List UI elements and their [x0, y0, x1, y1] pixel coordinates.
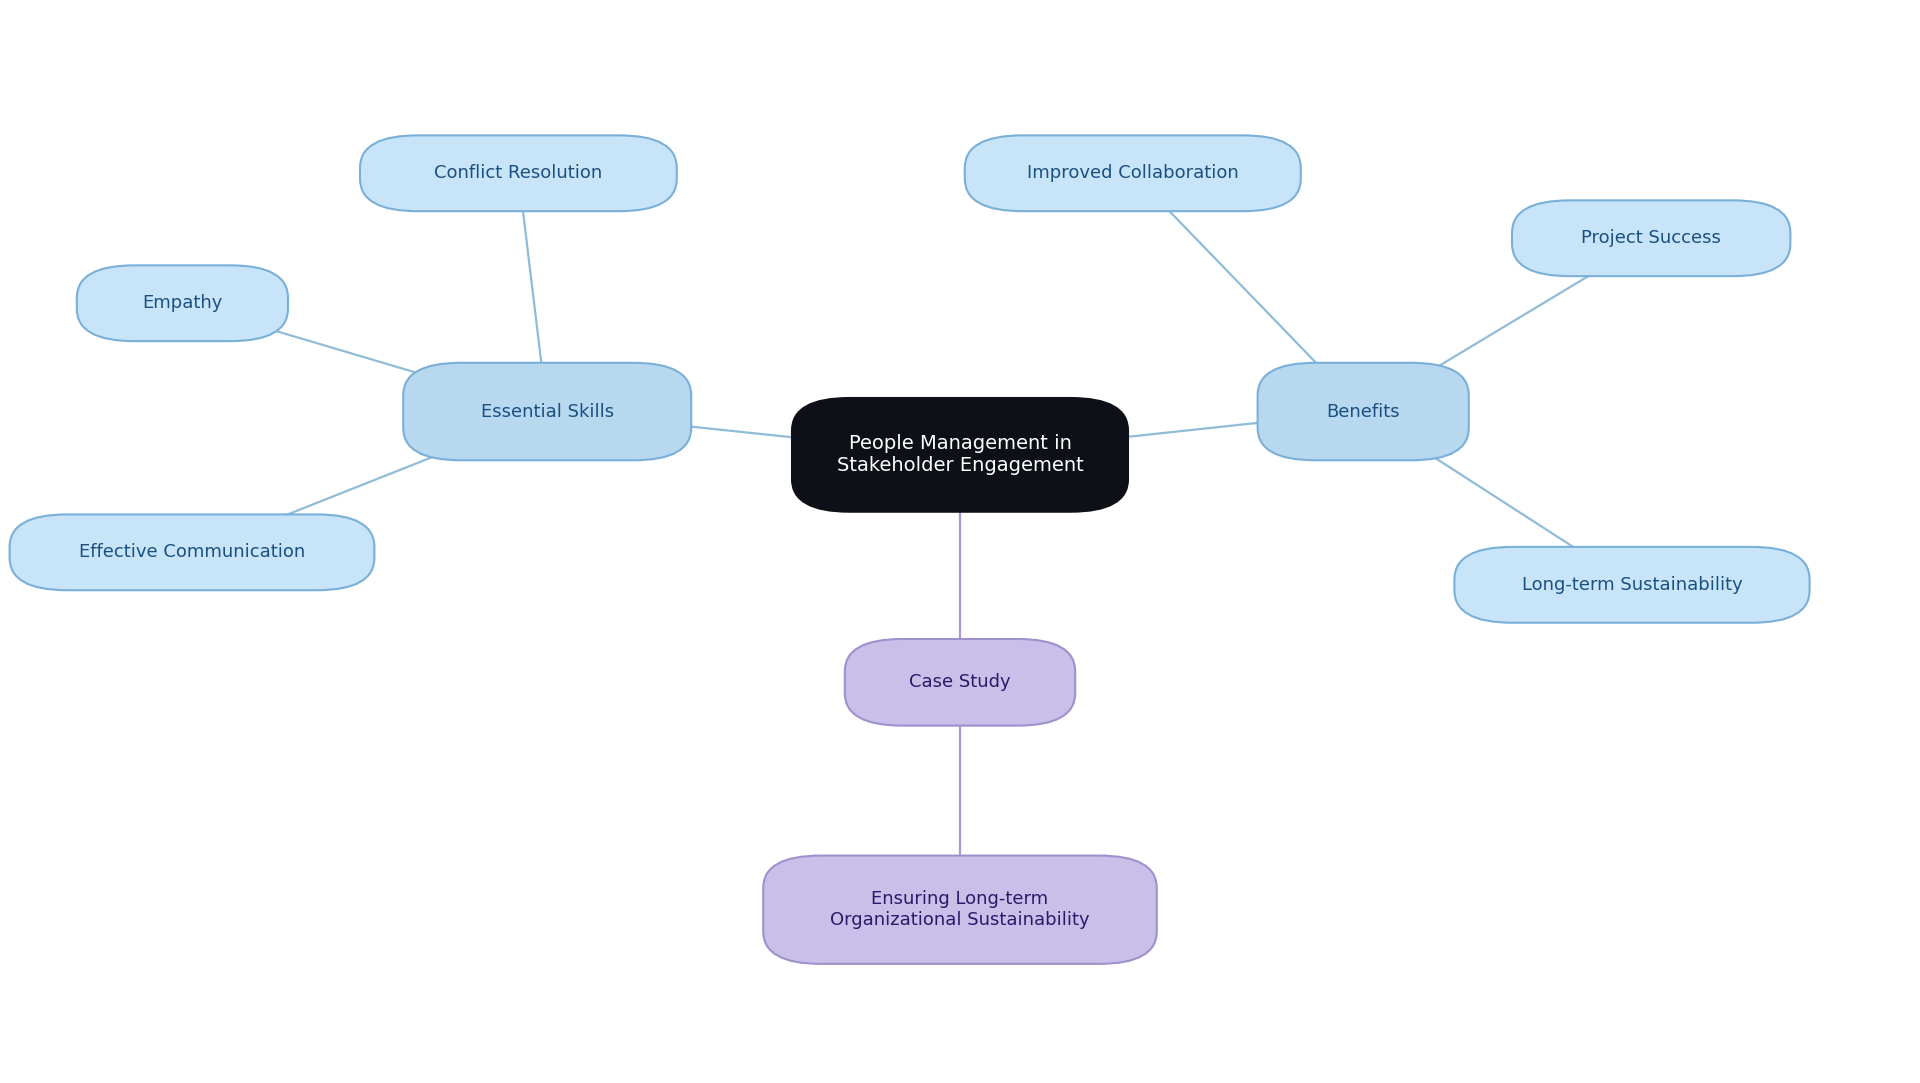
- Text: People Management in
Stakeholder Engagement: People Management in Stakeholder Engagem…: [837, 434, 1083, 475]
- Text: Project Success: Project Success: [1582, 230, 1720, 247]
- FancyBboxPatch shape: [764, 856, 1156, 964]
- FancyBboxPatch shape: [845, 639, 1075, 726]
- FancyBboxPatch shape: [1513, 200, 1789, 276]
- FancyBboxPatch shape: [1258, 363, 1469, 460]
- FancyBboxPatch shape: [1455, 547, 1809, 623]
- Text: Empathy: Empathy: [142, 295, 223, 312]
- FancyBboxPatch shape: [361, 135, 678, 211]
- Text: Effective Communication: Effective Communication: [79, 544, 305, 561]
- Text: Ensuring Long-term
Organizational Sustainability: Ensuring Long-term Organizational Sustai…: [829, 890, 1091, 929]
- FancyBboxPatch shape: [791, 399, 1127, 512]
- Text: Case Study: Case Study: [910, 674, 1010, 691]
- Text: Conflict Resolution: Conflict Resolution: [434, 165, 603, 182]
- Text: Long-term Sustainability: Long-term Sustainability: [1523, 576, 1741, 593]
- FancyBboxPatch shape: [10, 514, 374, 590]
- FancyBboxPatch shape: [964, 135, 1302, 211]
- FancyBboxPatch shape: [77, 265, 288, 341]
- Text: Improved Collaboration: Improved Collaboration: [1027, 165, 1238, 182]
- FancyBboxPatch shape: [403, 363, 691, 460]
- Text: Essential Skills: Essential Skills: [480, 403, 614, 420]
- Text: Benefits: Benefits: [1327, 403, 1400, 420]
